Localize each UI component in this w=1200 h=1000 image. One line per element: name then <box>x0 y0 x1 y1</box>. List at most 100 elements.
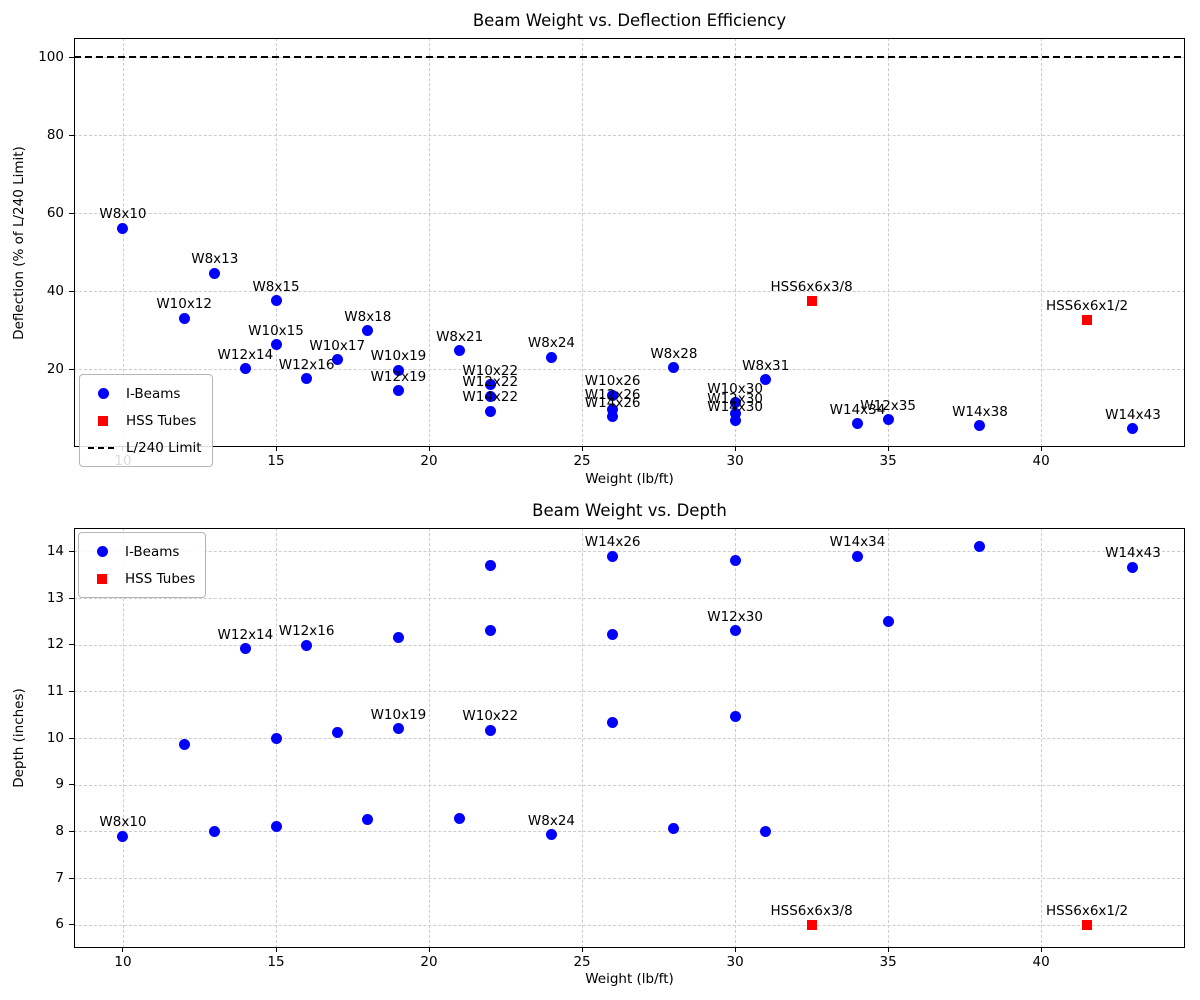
data-point-square <box>806 296 817 307</box>
x-tick-label: 35 <box>879 954 897 970</box>
grid-line-horizontal <box>74 738 1185 739</box>
data-point-circle <box>392 631 404 643</box>
point-label: HSS6x6x1/2 <box>1045 297 1129 314</box>
x-axis-label-deflection: Weight (lb/ft) <box>585 471 674 487</box>
data-point-circle <box>852 418 863 430</box>
legend-marker-zone <box>86 415 120 426</box>
data-point-circle <box>545 351 557 363</box>
data-point-circle <box>484 559 496 571</box>
data-point-circle <box>729 555 741 567</box>
legend-marker-zone <box>85 546 119 557</box>
x-tick-mark <box>275 447 277 451</box>
circle-marker-icon <box>96 546 108 557</box>
point-label: W14x43 <box>1105 545 1161 562</box>
y-tick-mark <box>69 56 74 58</box>
legend-item-label: L/240 Limit <box>126 439 202 456</box>
y-tick-mark <box>69 212 74 214</box>
point-label: HSS6x6x3/8 <box>770 279 853 296</box>
legend-item: HSS Tubes <box>86 407 202 434</box>
x-tick-label: 35 <box>879 453 897 469</box>
legend: I-Beams HSS Tubes L/240 Limit <box>79 374 213 467</box>
y-tick-label: 10 <box>46 729 64 746</box>
data-point-circle <box>729 397 741 409</box>
data-point-circle <box>331 354 343 366</box>
data-point-circle <box>178 312 190 324</box>
point-label: W10x19 <box>370 348 427 365</box>
data-point-circle <box>607 403 619 415</box>
plot-area <box>74 38 1185 447</box>
plot-area <box>74 528 1185 948</box>
data-point-circle <box>301 639 313 651</box>
data-point-circle <box>117 830 129 842</box>
data-point-circle <box>392 385 404 397</box>
legend: I-Beams HSS Tubes <box>78 532 207 598</box>
data-point-circle <box>882 615 894 627</box>
data-point-circle <box>484 405 496 417</box>
data-point-circle <box>270 339 282 351</box>
data-point-circle <box>270 732 282 744</box>
data-point-circle <box>729 710 741 722</box>
data-point-circle <box>484 390 496 402</box>
point-label: W12x26 <box>584 387 641 404</box>
data-point-circle <box>209 267 221 279</box>
legend-item: I-Beams <box>86 380 202 407</box>
data-point-circle <box>607 550 619 562</box>
data-point-circle <box>362 813 374 825</box>
data-point-circle <box>607 628 619 640</box>
y-tick-label: 6 <box>55 916 64 933</box>
point-label: W8x10 <box>99 206 147 223</box>
data-point-circle <box>974 541 986 553</box>
data-point-circle <box>882 414 894 426</box>
grid-line-horizontal <box>74 784 1185 786</box>
data-point-circle <box>607 717 619 729</box>
y-tick-label: 60 <box>46 204 64 221</box>
point-label: W10x15 <box>248 322 304 339</box>
y-tick-mark <box>69 290 74 292</box>
point-label: W12x35 <box>860 397 916 414</box>
y-tick-mark <box>69 737 74 739</box>
grid-line-vertical <box>276 38 277 447</box>
x-tick-mark <box>734 447 736 451</box>
y-tick-label: 80 <box>46 126 64 143</box>
y-tick-mark <box>69 550 74 552</box>
x-tick-label: 30 <box>726 954 744 970</box>
x-tick-mark <box>275 948 277 952</box>
y-tick-mark <box>69 597 74 599</box>
data-point-square <box>1082 314 1093 325</box>
grid-line-horizontal <box>74 831 1185 833</box>
point-label: W12x19 <box>370 369 427 386</box>
legend-marker-zone <box>85 573 119 584</box>
data-point-circle <box>301 373 313 385</box>
x-tick-label: 40 <box>1032 453 1050 469</box>
data-point-circle <box>178 738 190 750</box>
data-point-circle <box>392 723 404 735</box>
x-tick-mark <box>428 948 430 952</box>
y-tick-mark <box>69 830 74 832</box>
grid-line-vertical <box>429 38 431 447</box>
point-label: W14x43 <box>1105 406 1161 423</box>
legend-item: L/240 Limit <box>86 434 202 461</box>
grid-line-vertical <box>888 38 890 447</box>
data-point-circle <box>1127 561 1139 573</box>
y-tick-label: 13 <box>46 589 64 606</box>
y-tick-label: 11 <box>46 682 64 699</box>
y-tick-mark <box>69 134 74 136</box>
grid-line-horizontal <box>74 369 1185 371</box>
y-tick-mark <box>69 784 74 786</box>
grid-line-horizontal <box>74 551 1185 553</box>
point-label: W12x14 <box>217 627 274 644</box>
data-point-circle <box>545 829 557 841</box>
data-point-circle <box>270 295 282 307</box>
grid-line-horizontal <box>74 291 1185 293</box>
square-marker-icon <box>97 573 107 584</box>
data-point-circle <box>852 550 863 562</box>
data-point-square <box>1082 919 1093 930</box>
grid-line-horizontal <box>74 135 1185 137</box>
point-label: W10x19 <box>370 706 427 723</box>
x-tick-label: 15 <box>267 453 285 469</box>
x-tick-mark <box>1040 447 1042 451</box>
y-tick-mark <box>69 368 74 370</box>
y-tick-label: 100 <box>38 48 64 65</box>
x-tick-mark <box>581 447 583 451</box>
chart-title-deflection: Beam Weight vs. Deflection Efficiency <box>472 11 787 30</box>
